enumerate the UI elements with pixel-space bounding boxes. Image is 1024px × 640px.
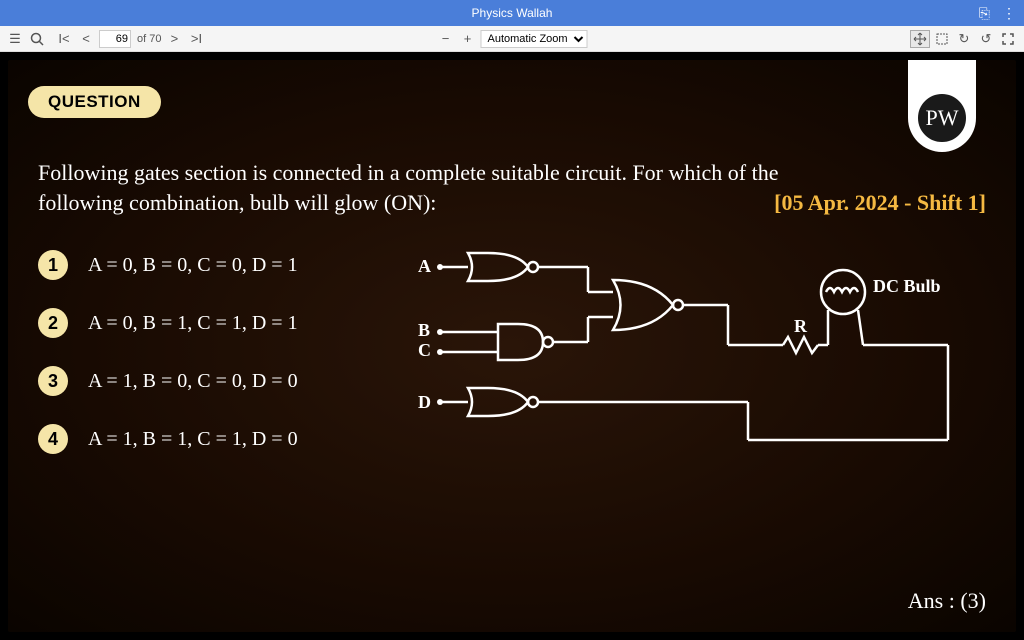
search-icon[interactable]: [28, 30, 46, 48]
cast-icon[interactable]: ⎘: [979, 5, 990, 22]
first-page-icon[interactable]: I<: [55, 30, 73, 48]
question-line-2: following combination, bulb will glow (O…: [38, 190, 436, 215]
option-number: 1: [38, 250, 68, 280]
sidebar-toggle-icon[interactable]: ☰: [6, 30, 24, 48]
question-text: Following gates section is connected in …: [38, 158, 986, 217]
pdf-content[interactable]: QUESTION P⁠W Following gates section is …: [0, 52, 1024, 640]
rotate-ccw-icon[interactable]: ↺: [976, 30, 996, 48]
circuit-diagram: A B C D: [418, 250, 978, 450]
option-text: A = 1, B = 0, C = 0, D = 0: [88, 370, 298, 393]
answer-label: Ans : (3): [908, 588, 986, 614]
question-line-1: Following gates section is connected in …: [38, 160, 778, 185]
logo-tab: P⁠W: [908, 60, 976, 152]
window-titlebar: Physics Wallah ⎘ ⋮: [0, 0, 1024, 26]
label-b: B: [418, 320, 430, 340]
fullscreen-icon[interactable]: [998, 30, 1018, 48]
pw-logo: P⁠W: [918, 94, 966, 142]
last-page-icon[interactable]: >I: [187, 30, 205, 48]
label-r: R: [794, 316, 808, 336]
label-a: A: [418, 256, 431, 276]
label-d: D: [418, 392, 431, 412]
select-tool-icon[interactable]: [932, 30, 952, 48]
page-total-label: of 70: [137, 33, 161, 45]
zoom-in-icon[interactable]: +: [459, 30, 477, 48]
option-number: 4: [38, 424, 68, 454]
prev-page-icon[interactable]: <: [77, 30, 95, 48]
options-list: 1 A = 0, B = 0, C = 0, D = 1 2 A = 0, B …: [38, 250, 298, 482]
option-text: A = 0, B = 1, C = 1, D = 1: [88, 312, 298, 335]
titlebar-actions: ⎘ ⋮: [979, 5, 1016, 22]
rotate-cw-icon[interactable]: ↻: [954, 30, 974, 48]
option-row: 3 A = 1, B = 0, C = 0, D = 0: [38, 366, 298, 396]
pdf-toolbar: ☰ I< < of 70 > >I − + Automatic Zoom ↻ ↺: [0, 26, 1024, 52]
more-icon[interactable]: ⋮: [1002, 5, 1016, 22]
exam-tag: [05 Apr. 2024 - Shift 1]: [774, 188, 986, 218]
page-number-input[interactable]: [99, 30, 131, 48]
zoom-out-icon[interactable]: −: [437, 30, 455, 48]
next-page-icon[interactable]: >: [165, 30, 183, 48]
option-text: A = 0, B = 0, C = 0, D = 1: [88, 254, 298, 277]
option-row: 1 A = 0, B = 0, C = 0, D = 1: [38, 250, 298, 280]
toolbar-center: − + Automatic Zoom: [437, 30, 588, 48]
option-text: A = 1, B = 1, C = 1, D = 0: [88, 428, 298, 451]
pan-tool-icon[interactable]: [910, 30, 930, 48]
window-title: Physics Wallah: [472, 6, 553, 20]
label-bulb: DC Bulb: [873, 276, 941, 296]
slide: QUESTION P⁠W Following gates section is …: [8, 60, 1016, 632]
question-badge: QUESTION: [28, 86, 161, 118]
option-number: 2: [38, 308, 68, 338]
zoom-select[interactable]: Automatic Zoom: [481, 30, 588, 48]
label-c: C: [418, 340, 431, 360]
option-row: 2 A = 0, B = 1, C = 1, D = 1: [38, 308, 298, 338]
toolbar-right: ↻ ↺: [910, 30, 1018, 48]
option-row: 4 A = 1, B = 1, C = 1, D = 0: [38, 424, 298, 454]
option-number: 3: [38, 366, 68, 396]
